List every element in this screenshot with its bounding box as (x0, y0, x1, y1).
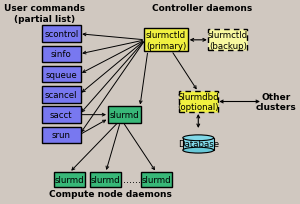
Text: Database: Database (178, 139, 219, 148)
FancyBboxPatch shape (42, 87, 81, 103)
Text: slurmd: slurmd (110, 111, 139, 120)
Text: Compute node daemons: Compute node daemons (50, 189, 172, 198)
FancyBboxPatch shape (208, 30, 247, 51)
FancyBboxPatch shape (42, 26, 81, 43)
Ellipse shape (183, 147, 214, 153)
FancyBboxPatch shape (144, 29, 188, 52)
Text: ......: ...... (123, 174, 141, 184)
Ellipse shape (183, 135, 214, 141)
Text: Other
clusters: Other clusters (256, 92, 297, 112)
Text: squeue: squeue (45, 70, 77, 79)
Text: User commands
(partial list): User commands (partial list) (4, 4, 85, 24)
FancyBboxPatch shape (90, 172, 121, 187)
Text: slurmctld
(backup): slurmctld (backup) (208, 31, 248, 50)
FancyBboxPatch shape (179, 91, 218, 113)
Bar (183, 138, 214, 150)
Text: slurmd: slurmd (142, 175, 171, 184)
Text: scontrol: scontrol (44, 30, 78, 39)
FancyBboxPatch shape (54, 172, 85, 187)
Text: slurmd: slurmd (91, 175, 120, 184)
Text: Slurmdbd
(optional): Slurmdbd (optional) (178, 92, 219, 112)
Text: scancel: scancel (45, 91, 77, 99)
FancyBboxPatch shape (107, 107, 141, 123)
FancyBboxPatch shape (141, 172, 172, 187)
FancyBboxPatch shape (42, 127, 81, 143)
Text: sacct: sacct (50, 111, 73, 120)
Text: slurmctld
(primary): slurmctld (primary) (146, 31, 186, 50)
FancyBboxPatch shape (42, 67, 81, 83)
Text: slurmd: slurmd (54, 175, 84, 184)
Text: sinfo: sinfo (51, 50, 71, 59)
Text: srun: srun (52, 131, 71, 140)
Text: Controller daemons: Controller daemons (152, 4, 252, 13)
FancyBboxPatch shape (42, 47, 81, 63)
FancyBboxPatch shape (42, 107, 81, 123)
